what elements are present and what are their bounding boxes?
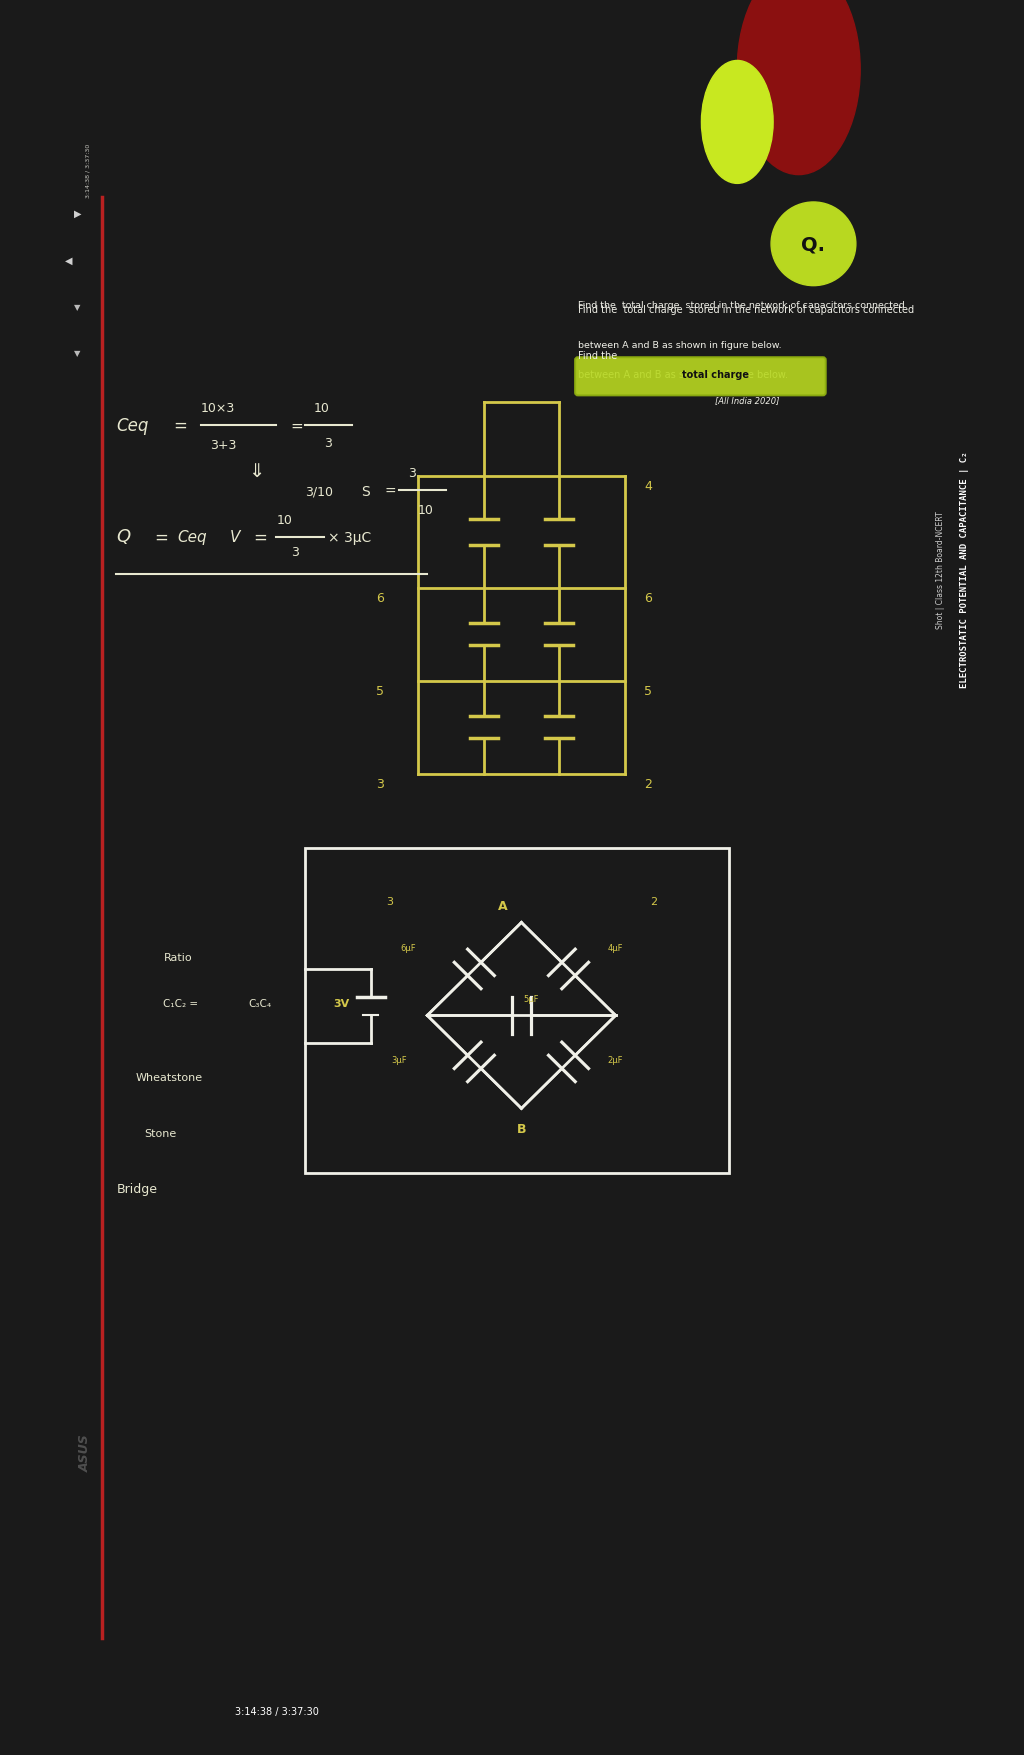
Text: total charge: total charge	[682, 370, 749, 379]
Text: =: =	[291, 418, 303, 433]
Text: Find the  total charge  stored in the network of capacitors connected: Find the total charge stored in the netw…	[578, 305, 914, 314]
Text: Ratio: Ratio	[164, 953, 193, 962]
Text: Q.: Q.	[802, 235, 825, 254]
Text: ELECTROSTATIC POTENTIAL AND CAPACITANCE | C₂: ELECTROSTATIC POTENTIAL AND CAPACITANCE …	[959, 451, 969, 688]
Text: Bridge: Bridge	[117, 1183, 158, 1195]
Text: Q: Q	[117, 528, 130, 546]
Text: 3/10: 3/10	[305, 486, 333, 498]
Text: 3µF: 3µF	[391, 1055, 407, 1064]
Text: S: S	[361, 484, 370, 498]
Text: C₁C₂ =: C₁C₂ =	[164, 999, 199, 1009]
Text: Find the  total charge  stored in the network of capacitors connected: Find the total charge stored in the netw…	[578, 300, 904, 309]
Text: 3: 3	[376, 777, 384, 790]
Text: Ceq: Ceq	[177, 530, 207, 546]
Text: 2: 2	[644, 777, 651, 790]
Text: V: V	[229, 530, 240, 546]
Text: 3:14:38 / 3:37:30: 3:14:38 / 3:37:30	[234, 1706, 318, 1716]
Text: Shot | Class 12th Board-NCERT: Shot | Class 12th Board-NCERT	[936, 511, 945, 628]
Text: =: =	[173, 416, 186, 435]
Text: between A and B as shown in figure below.: between A and B as shown in figure below…	[578, 370, 787, 379]
Text: A: A	[498, 899, 507, 913]
Text: between A and B as shown in figure below.: between A and B as shown in figure below…	[578, 340, 781, 349]
Text: 10: 10	[314, 402, 330, 414]
Circle shape	[701, 61, 773, 184]
Text: 5: 5	[644, 684, 652, 697]
Text: 3: 3	[409, 467, 416, 479]
Text: 2µF: 2µF	[608, 1055, 624, 1064]
Text: ▼: ▼	[74, 302, 81, 312]
Text: Stone: Stone	[144, 1128, 177, 1139]
Text: 3V: 3V	[333, 999, 349, 1009]
Text: 10: 10	[276, 514, 293, 526]
Text: 5µF: 5µF	[523, 995, 539, 1004]
Text: ▶: ▶	[74, 209, 82, 219]
Text: 6: 6	[644, 591, 651, 604]
Text: 3:14:38 / 3:37:30: 3:14:38 / 3:37:30	[86, 144, 90, 198]
Text: 5: 5	[376, 684, 384, 697]
Text: 3: 3	[291, 546, 298, 558]
Circle shape	[737, 0, 860, 176]
Text: =: =	[385, 484, 396, 498]
Text: Find the: Find the	[578, 351, 617, 362]
Text: ▼: ▼	[74, 349, 81, 358]
Text: 6: 6	[376, 591, 384, 604]
Text: [All India 2020]: [All India 2020]	[716, 395, 779, 405]
Text: 2: 2	[650, 897, 656, 906]
Text: Ceq: Ceq	[117, 416, 148, 435]
Text: 10: 10	[418, 504, 434, 518]
Text: ASUS: ASUS	[79, 1434, 91, 1471]
Text: 6µF: 6µF	[400, 944, 416, 953]
Text: 3: 3	[386, 897, 393, 906]
Text: 4µF: 4µF	[608, 944, 624, 953]
Text: C₃C₄: C₃C₄	[248, 999, 271, 1009]
Text: =: =	[253, 528, 267, 546]
Text: × 3µC: × 3µC	[329, 532, 372, 546]
Text: ⇓: ⇓	[248, 462, 264, 481]
Text: 3: 3	[324, 437, 332, 451]
Text: Wheatstone: Wheatstone	[135, 1072, 203, 1083]
Text: 4: 4	[644, 479, 651, 493]
Text: ◀: ◀	[65, 254, 72, 265]
Text: 10×3: 10×3	[201, 402, 236, 414]
Text: 3+3: 3+3	[211, 439, 237, 453]
FancyBboxPatch shape	[575, 358, 825, 397]
Bar	[305, 849, 729, 1174]
Text: B: B	[517, 1121, 526, 1135]
Text: =: =	[154, 528, 168, 546]
Circle shape	[771, 204, 856, 286]
